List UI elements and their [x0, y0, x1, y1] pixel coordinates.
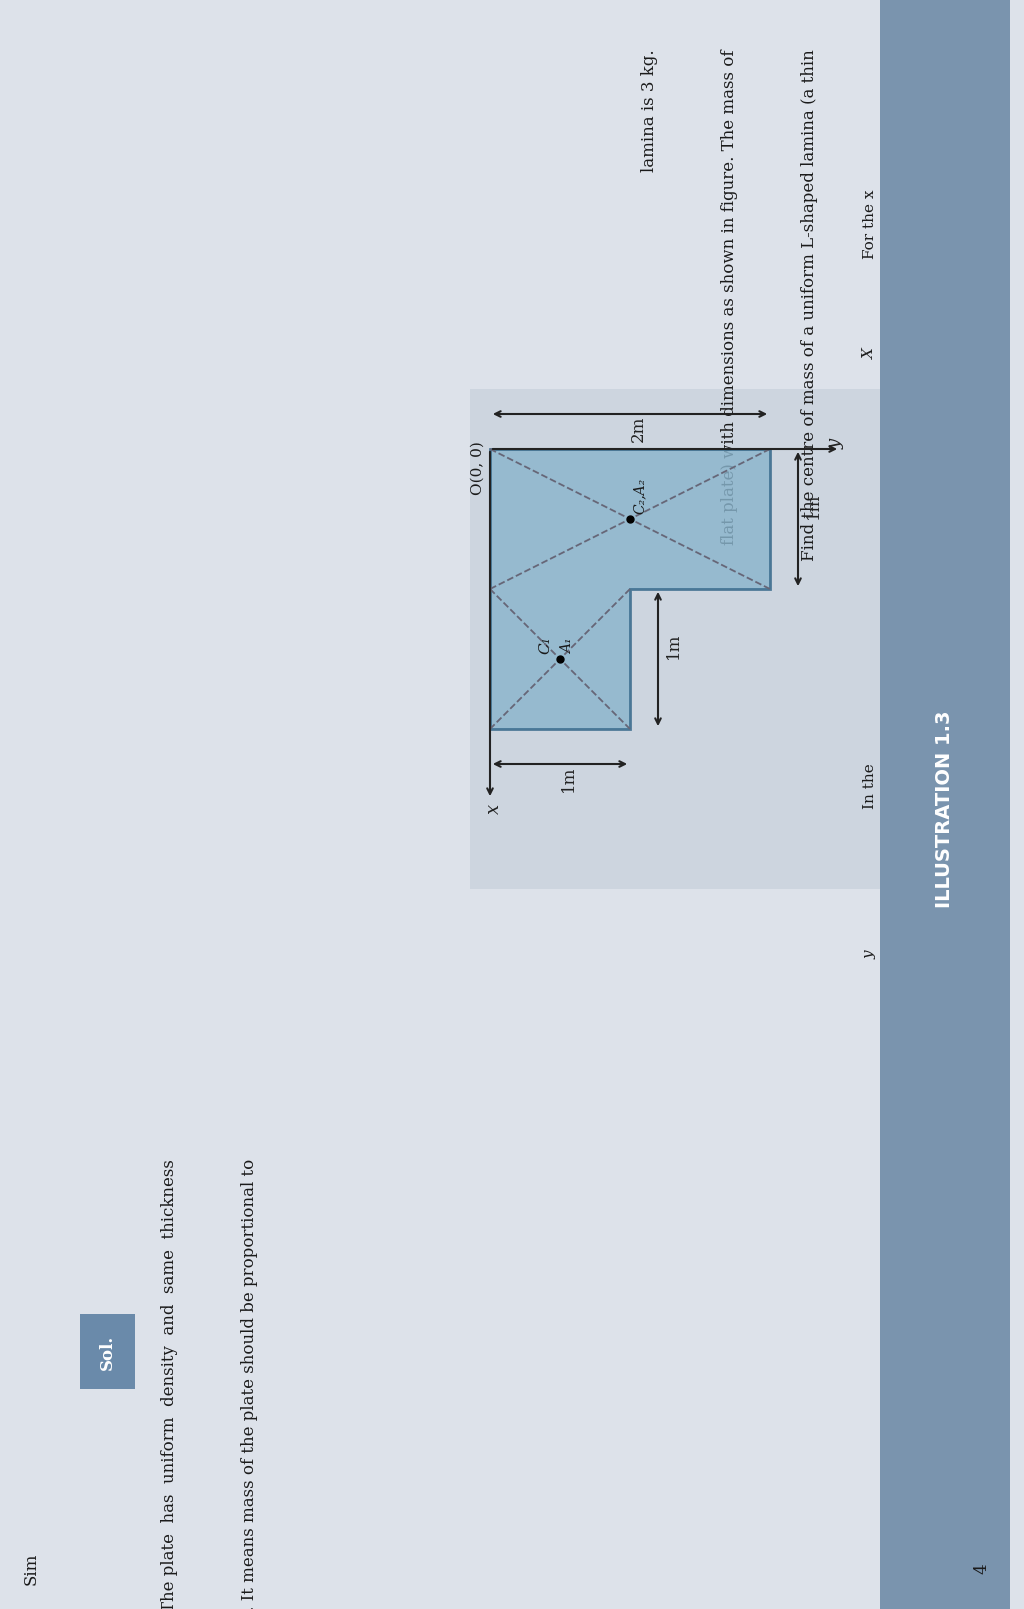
Bar	[80, 1315, 135, 1389]
Bar	[880, 0, 1010, 1609]
Text: lamina is 3 kg.: lamina is 3 kg.	[641, 48, 658, 172]
Polygon shape	[490, 449, 770, 729]
Text: y: y	[863, 951, 877, 959]
Text: 1m: 1m	[805, 492, 821, 520]
Text: 1m: 1m	[560, 766, 577, 792]
Text: In the: In the	[863, 763, 877, 809]
Text: A₁: A₁	[561, 639, 575, 653]
Text: Sim: Sim	[23, 1553, 40, 1585]
Text: C₂,A₂: C₂,A₂	[633, 478, 647, 513]
Text: 2m: 2m	[630, 415, 647, 442]
Text: ILLUSTRATION 1.3: ILLUSTRATION 1.3	[936, 710, 954, 907]
Text: 4: 4	[973, 1564, 990, 1574]
Text: 1m: 1m	[665, 632, 682, 660]
Text: X: X	[863, 348, 877, 359]
Text: everywhere. It means mass of the plate should be proportional to: everywhere. It means mass of the plate s…	[242, 1158, 258, 1609]
Text: The plate  has  uniform  density  and  same  thickness: The plate has uniform density and same t…	[162, 1158, 178, 1609]
Text: x: x	[485, 804, 503, 814]
Text: Find the centre of mass of a uniform L-shaped lamina (a thin: Find the centre of mass of a uniform L-s…	[802, 48, 818, 562]
Text: C₁: C₁	[538, 636, 552, 653]
Text: O(0, 0): O(0, 0)	[471, 441, 485, 496]
Text: flat plate) with dimensions as shown in figure. The mass of: flat plate) with dimensions as shown in …	[722, 48, 738, 544]
Bar	[470, 389, 950, 890]
Text: Sol.: Sol.	[98, 1334, 116, 1369]
Text: y: y	[827, 439, 845, 449]
Text: For the x: For the x	[863, 190, 877, 259]
